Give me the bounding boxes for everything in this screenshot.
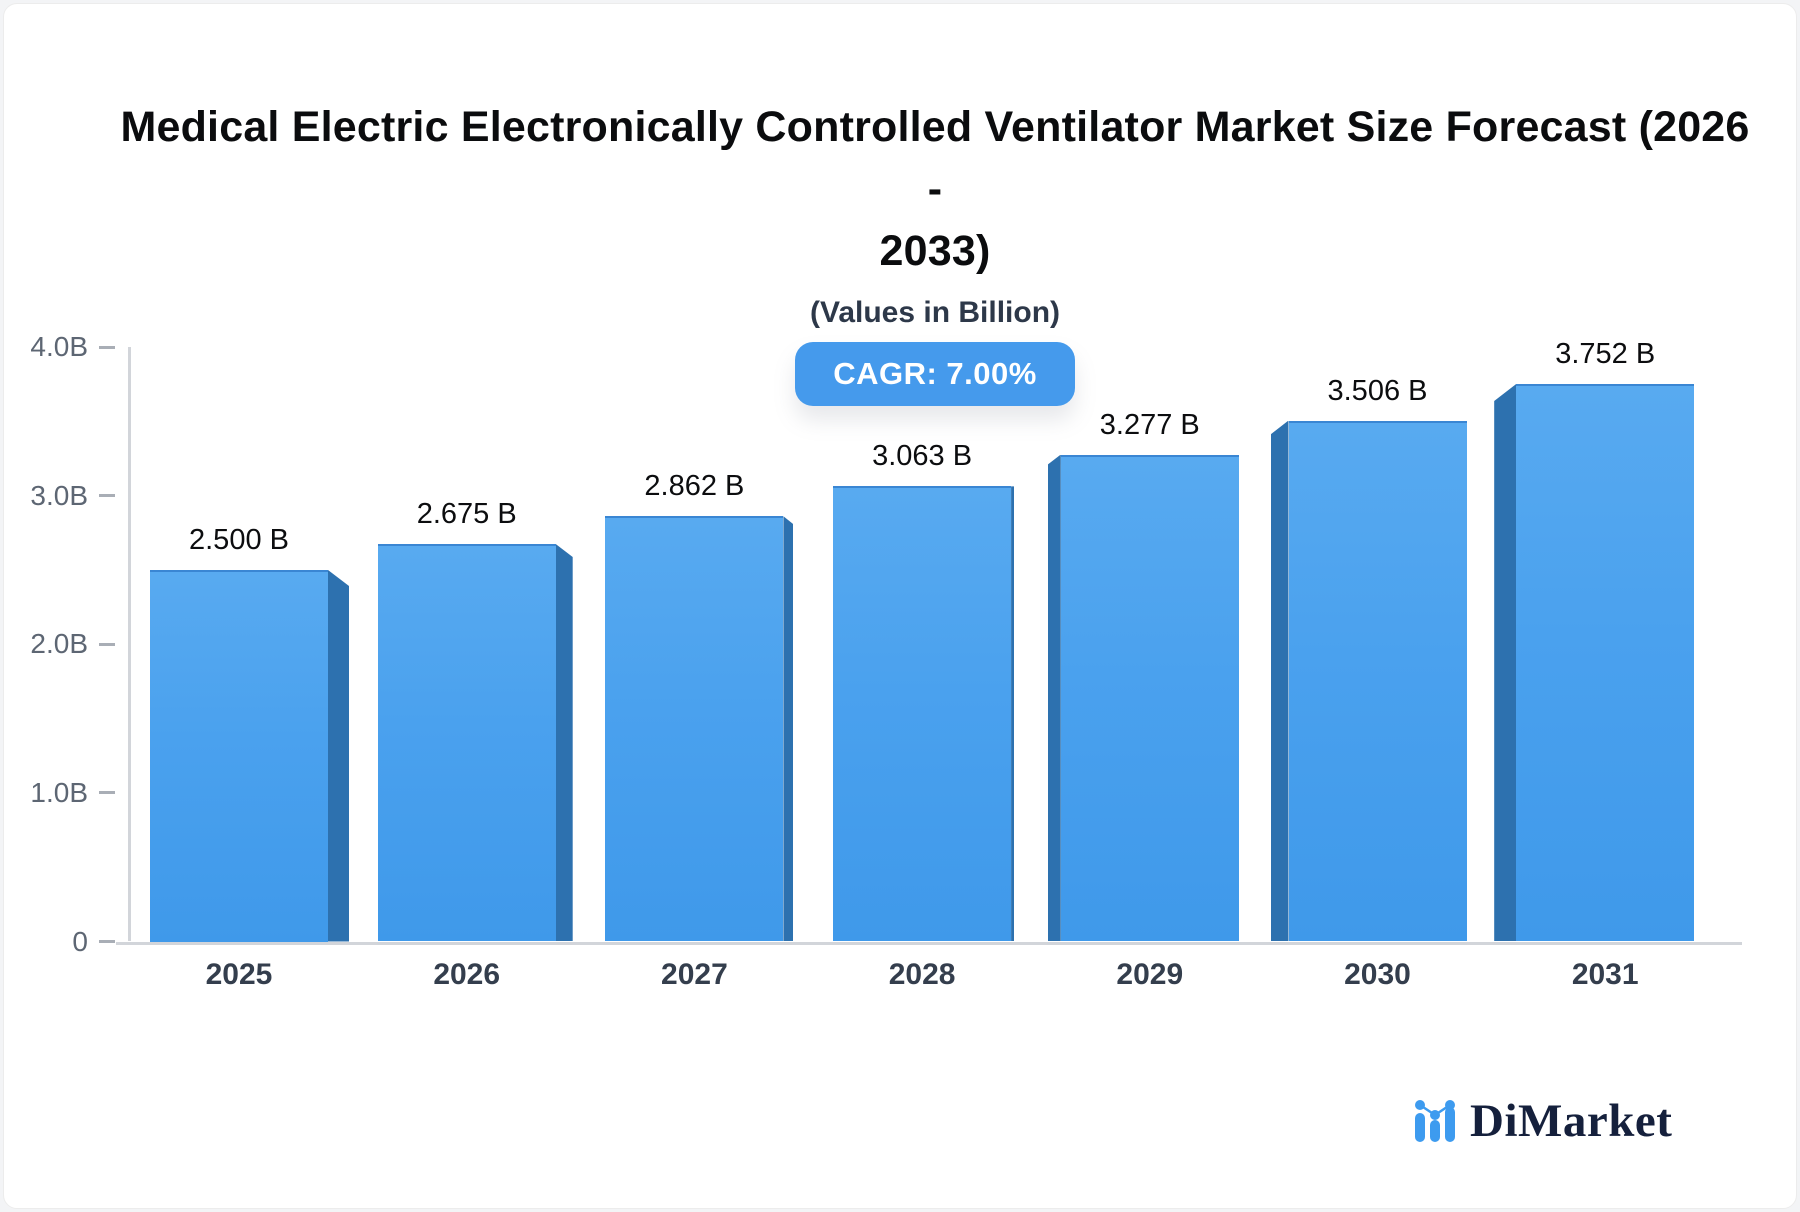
bar-value-label: 2.500 B [189,524,289,556]
bar-side-face [1270,420,1289,942]
bar-side-face [1011,486,1015,942]
y-tick-dash [99,791,115,795]
bar [1288,420,1467,942]
chart-title: Medical Electric Electronically Controll… [120,96,1750,282]
bar-side-face [1494,383,1517,942]
bar [377,543,556,942]
bar-side-face [783,516,794,942]
chart-title-line2: 2033) [879,227,991,275]
brand-name: DiMarket [1470,1095,1673,1147]
chart-header: Medical Electric Electronically Controll… [120,96,1750,406]
y-tick-label: 1.0B [30,776,88,808]
bar-value-label: 3.277 B [1099,408,1200,441]
y-tick-dash [99,940,115,943]
x-tick-label: 2025 [205,958,273,991]
bar-value-label: 2.675 B [416,497,517,530]
x-tick-label: 2031 [1571,958,1639,991]
y-tick-dash [99,494,115,498]
bar [1516,383,1695,942]
brand-logo: DiMarket [1414,1095,1673,1147]
bar [833,486,1012,942]
x-tick-label: 2029 [1116,958,1184,991]
chart-title-line1: Medical Electric Electronically Controll… [120,103,1750,213]
x-tick-label: 2027 [661,958,728,991]
x-tick-label: 2030 [1344,958,1411,991]
y-tick-dash [99,642,115,646]
bar-value-label: 3.506 B [1327,374,1428,407]
bar-chart-sparkline-icon [1415,1100,1455,1142]
bar-side-face [1047,454,1061,942]
bar-value-label: 3.063 B [872,440,973,473]
chart-subtitle: (Values in Billion) [809,296,1061,329]
cagr-badge-wrap: CAGR: 7.00% [120,342,1750,406]
x-tick-label: 2026 [433,958,501,991]
y-tick-label: 2.0B [30,628,88,660]
y-tick-dash [99,345,115,349]
bar [1060,454,1239,942]
bar-value-label: 3.752 B [1555,337,1656,370]
cagr-badge: CAGR: 7.00% [795,342,1075,406]
y-tick-label: 0 [72,925,88,957]
bar-side-face [555,543,573,942]
bar [605,516,784,942]
bar-side-face [328,570,349,942]
x-axis-line [116,941,1742,945]
x-tick-label: 2028 [888,958,956,991]
y-axis-line [128,347,131,942]
bar [150,570,328,942]
y-tick-label: 4.0B [30,331,88,363]
y-tick-label: 3.0B [30,479,88,511]
bar-value-label: 2.862 B [644,470,745,503]
